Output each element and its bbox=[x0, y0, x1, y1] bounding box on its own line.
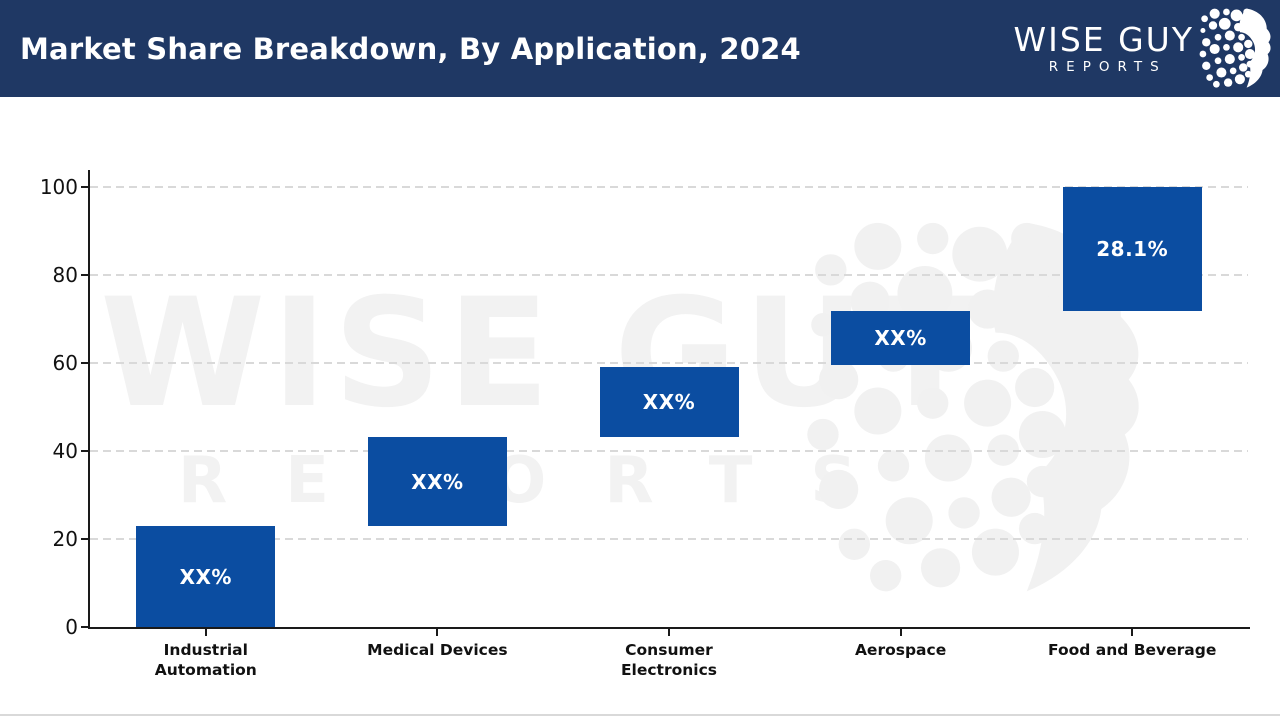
y-axis-tick-label: 100 bbox=[39, 175, 78, 199]
logo-wordmark: WISE GUY bbox=[1013, 19, 1194, 59]
category-label-line: Electronics bbox=[620, 661, 718, 679]
bar: XX% bbox=[367, 437, 507, 527]
y-axis-tick-label: 40 bbox=[52, 439, 78, 463]
plot: 0 20 40 60 80 100 XX% Industrial Automation XX% Me… bbox=[0, 97, 1280, 720]
gridline-20 bbox=[90, 538, 1248, 540]
bar: XX% bbox=[136, 526, 276, 627]
category-label-line: Industrial bbox=[163, 641, 248, 659]
y-axis-tick bbox=[81, 450, 89, 452]
header-bar: Market Share Breakdown, By Application, … bbox=[0, 0, 1280, 97]
x-axis-tick bbox=[1131, 628, 1134, 636]
chart-area: WISE GUY REPORTS 0 20 40 60 80 100 XX% Industri… bbox=[0, 97, 1280, 720]
y-axis-tick bbox=[81, 626, 89, 628]
category-label-line: Medical Devices bbox=[367, 641, 508, 659]
x-axis-category-label: Aerospace bbox=[785, 640, 1017, 660]
y-axis-tick bbox=[81, 362, 89, 364]
bar-value-label: XX% bbox=[642, 390, 696, 415]
x-axis-category-label: Food and Beverage bbox=[1016, 640, 1248, 660]
bar: XX% bbox=[599, 366, 739, 438]
bar: 28.1% bbox=[1062, 187, 1202, 311]
x-axis-category-label: Industrial Automation bbox=[90, 640, 322, 680]
x-axis-category-label: Consumer Electronics bbox=[553, 640, 785, 680]
x-axis-tick bbox=[204, 628, 207, 636]
bar-value-label: XX% bbox=[179, 564, 232, 589]
bottom-divider bbox=[0, 714, 1280, 716]
category-label-line: Consumer bbox=[625, 641, 713, 659]
gridline-100 bbox=[90, 186, 1248, 188]
y-axis-tick-label: 80 bbox=[52, 263, 78, 287]
wise-guy-reports-logo: WISE GUY REPORTS bbox=[1013, 4, 1272, 94]
gridline-60 bbox=[90, 362, 1248, 364]
x-axis-category-label: Medical Devices bbox=[322, 640, 554, 660]
logo-text: WISE GUY REPORTS bbox=[1013, 19, 1194, 76]
category-label-line: Food and Beverage bbox=[1047, 641, 1217, 659]
bar: XX% bbox=[831, 310, 971, 366]
y-axis-tick bbox=[81, 274, 89, 276]
category-label-line: Aerospace bbox=[854, 641, 947, 659]
y-axis-line bbox=[88, 170, 90, 629]
logo-face-icon bbox=[1196, 7, 1272, 91]
page-title: Market Share Breakdown, By Application, … bbox=[20, 31, 801, 66]
y-axis-tick-label: 60 bbox=[52, 351, 78, 375]
y-axis-tick-label: 20 bbox=[52, 527, 78, 551]
watermark-subtext: REPORTS bbox=[178, 444, 915, 518]
y-axis-tick-label: 0 bbox=[65, 615, 78, 639]
gridline-40 bbox=[90, 450, 1248, 452]
category-label-line: Automation bbox=[154, 661, 257, 679]
bar-value-label: XX% bbox=[411, 469, 464, 494]
y-axis-tick bbox=[81, 538, 89, 540]
bar-value-label: 28.1% bbox=[1096, 236, 1169, 261]
gridline-80 bbox=[90, 274, 1248, 276]
x-axis-tick bbox=[436, 628, 439, 636]
logo-subtext: REPORTS bbox=[1048, 59, 1167, 76]
x-axis-tick bbox=[668, 628, 670, 636]
bar-value-label: XX% bbox=[874, 325, 927, 350]
x-axis-tick bbox=[899, 628, 902, 636]
y-axis-tick bbox=[81, 186, 89, 188]
